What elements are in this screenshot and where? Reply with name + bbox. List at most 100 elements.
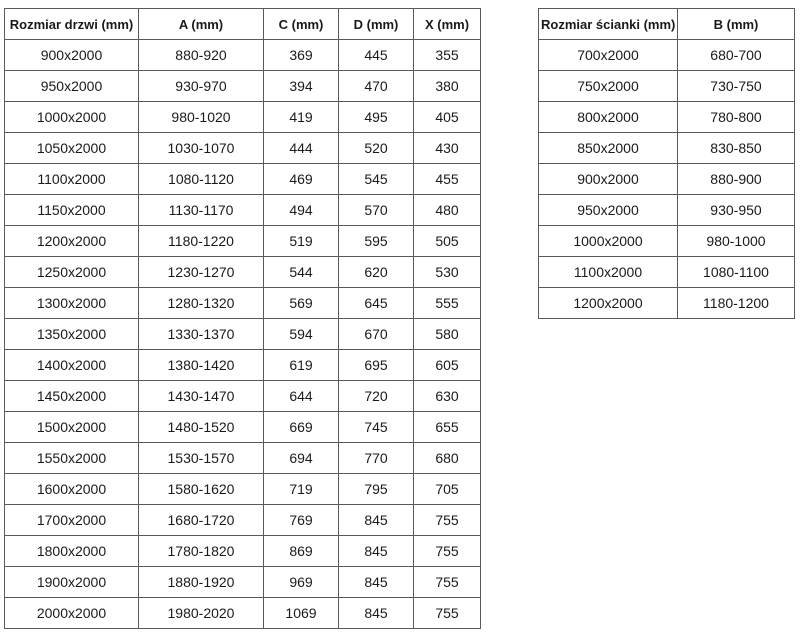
table-row: 1150x2000 1130-1170 494 570 480 xyxy=(4,194,481,226)
column-header-rozmiar-drzwi: Rozmiar drzwi (mm) xyxy=(4,8,139,40)
table-cell: 830-850 xyxy=(677,132,795,164)
table-cell: 455 xyxy=(413,163,481,195)
table-cell: 780-800 xyxy=(677,101,795,133)
table-row: 1450x2000 1430-1470 644 720 630 xyxy=(4,380,481,412)
table-cell: 620 xyxy=(338,256,414,288)
table-row: 1700x2000 1680-1720 769 845 755 xyxy=(4,504,481,536)
table-cell: 869 xyxy=(263,535,339,567)
table-cell: 1580-1620 xyxy=(138,473,264,505)
table-cell: 770 xyxy=(338,442,414,474)
table-cell: 845 xyxy=(338,566,414,598)
table-cell: 800x2000 xyxy=(538,101,678,133)
table-cell: 619 xyxy=(263,349,339,381)
table-cell: 695 xyxy=(338,349,414,381)
table-cell: 850x2000 xyxy=(538,132,678,164)
table-cell: 694 xyxy=(263,442,339,474)
table-cell: 1530-1570 xyxy=(138,442,264,474)
table-row: 1000x2000 980-1000 xyxy=(538,225,795,257)
table-cell: 719 xyxy=(263,473,339,505)
table-row: 1900x2000 1880-1920 969 845 755 xyxy=(4,566,481,598)
table-row: 2000x2000 1980-2020 1069 845 755 xyxy=(4,597,481,629)
table-cell: 950x2000 xyxy=(538,194,678,226)
column-header-d: D (mm) xyxy=(338,8,414,40)
table-cell: 755 xyxy=(413,504,481,536)
table-cell: 1200x2000 xyxy=(4,225,139,257)
table-cell: 845 xyxy=(338,504,414,536)
table-cell: 720 xyxy=(338,380,414,412)
table-cell: 1680-1720 xyxy=(138,504,264,536)
table-cell: 1030-1070 xyxy=(138,132,264,164)
table-cell: 580 xyxy=(413,318,481,350)
table-header-row: Rozmiar drzwi (mm) A (mm) C (mm) D (mm) … xyxy=(4,8,481,40)
table-cell: 1150x2000 xyxy=(4,194,139,226)
table-row: 1250x2000 1230-1270 544 620 530 xyxy=(4,256,481,288)
table-cell: 1180-1220 xyxy=(138,225,264,257)
table-cell: 1380-1420 xyxy=(138,349,264,381)
table-row: 950x2000 930-970 394 470 380 xyxy=(4,70,481,102)
table-cell: 1080-1100 xyxy=(677,256,795,288)
table-cell: 570 xyxy=(338,194,414,226)
table-cell: 1300x2000 xyxy=(4,287,139,319)
table-row: 1000x2000 980-1020 419 495 405 xyxy=(4,101,481,133)
table-row: 1500x2000 1480-1520 669 745 655 xyxy=(4,411,481,443)
table-cell: 980-1020 xyxy=(138,101,264,133)
table-cell: 444 xyxy=(263,132,339,164)
table-cell: 644 xyxy=(263,380,339,412)
table-cell: 1100x2000 xyxy=(538,256,678,288)
table-row: 800x2000 780-800 xyxy=(538,101,795,133)
table-cell: 494 xyxy=(263,194,339,226)
table-cell: 1880-1920 xyxy=(138,566,264,598)
table-cell: 1100x2000 xyxy=(4,163,139,195)
table-row: 900x2000 880-900 xyxy=(538,163,795,195)
table-cell: 505 xyxy=(413,225,481,257)
table-cell: 480 xyxy=(413,194,481,226)
table-cell: 630 xyxy=(413,380,481,412)
table-row: 900x2000 880-920 369 445 355 xyxy=(4,39,481,71)
table-cell: 845 xyxy=(338,535,414,567)
wall-table-header-row: Rozmiar ścianki (mm) B (mm) xyxy=(538,8,795,40)
table-cell: 680-700 xyxy=(677,39,795,71)
table-cell: 1130-1170 xyxy=(138,194,264,226)
table-cell: 1800x2000 xyxy=(4,535,139,567)
table-cell: 969 xyxy=(263,566,339,598)
table-cell: 795 xyxy=(338,473,414,505)
table-cell: 530 xyxy=(413,256,481,288)
table-cell: 595 xyxy=(338,225,414,257)
table-cell: 555 xyxy=(413,287,481,319)
table-row: 1400x2000 1380-1420 619 695 605 xyxy=(4,349,481,381)
table-cell: 544 xyxy=(263,256,339,288)
table-cell: 1480-1520 xyxy=(138,411,264,443)
table-cell: 930-970 xyxy=(138,70,264,102)
table-row: 1550x2000 1530-1570 694 770 680 xyxy=(4,442,481,474)
table-cell: 1400x2000 xyxy=(4,349,139,381)
table-cell: 755 xyxy=(413,597,481,629)
table-cell: 1069 xyxy=(263,597,339,629)
table-cell: 1250x2000 xyxy=(4,256,139,288)
table-cell: 845 xyxy=(338,597,414,629)
table-cell: 380 xyxy=(413,70,481,102)
column-header-x: X (mm) xyxy=(413,8,481,40)
table-cell: 355 xyxy=(413,39,481,71)
table-row: 1100x2000 1080-1100 xyxy=(538,256,795,288)
table-cell: 1500x2000 xyxy=(4,411,139,443)
table-cell: 1980-2020 xyxy=(138,597,264,629)
table-cell: 405 xyxy=(413,101,481,133)
table-cell: 545 xyxy=(338,163,414,195)
wall-table-body: 700x2000 680-700 750x2000 730-750 800x2000 78… xyxy=(538,39,795,319)
table-cell: 980-1000 xyxy=(677,225,795,257)
table-cell: 900x2000 xyxy=(538,163,678,195)
table-cell: 1450x2000 xyxy=(4,380,139,412)
column-header-a: A (mm) xyxy=(138,8,264,40)
table-cell: 445 xyxy=(338,39,414,71)
table-cell: 519 xyxy=(263,225,339,257)
table-cell: 680 xyxy=(413,442,481,474)
table-cell: 1280-1320 xyxy=(138,287,264,319)
table-cell: 880-900 xyxy=(677,163,795,195)
table-row: 1600x2000 1580-1620 719 795 705 xyxy=(4,473,481,505)
table-cell: 419 xyxy=(263,101,339,133)
table-cell: 469 xyxy=(263,163,339,195)
table-cell: 900x2000 xyxy=(4,39,139,71)
table-row: 750x2000 730-750 xyxy=(538,70,795,102)
table-cell: 1550x2000 xyxy=(4,442,139,474)
